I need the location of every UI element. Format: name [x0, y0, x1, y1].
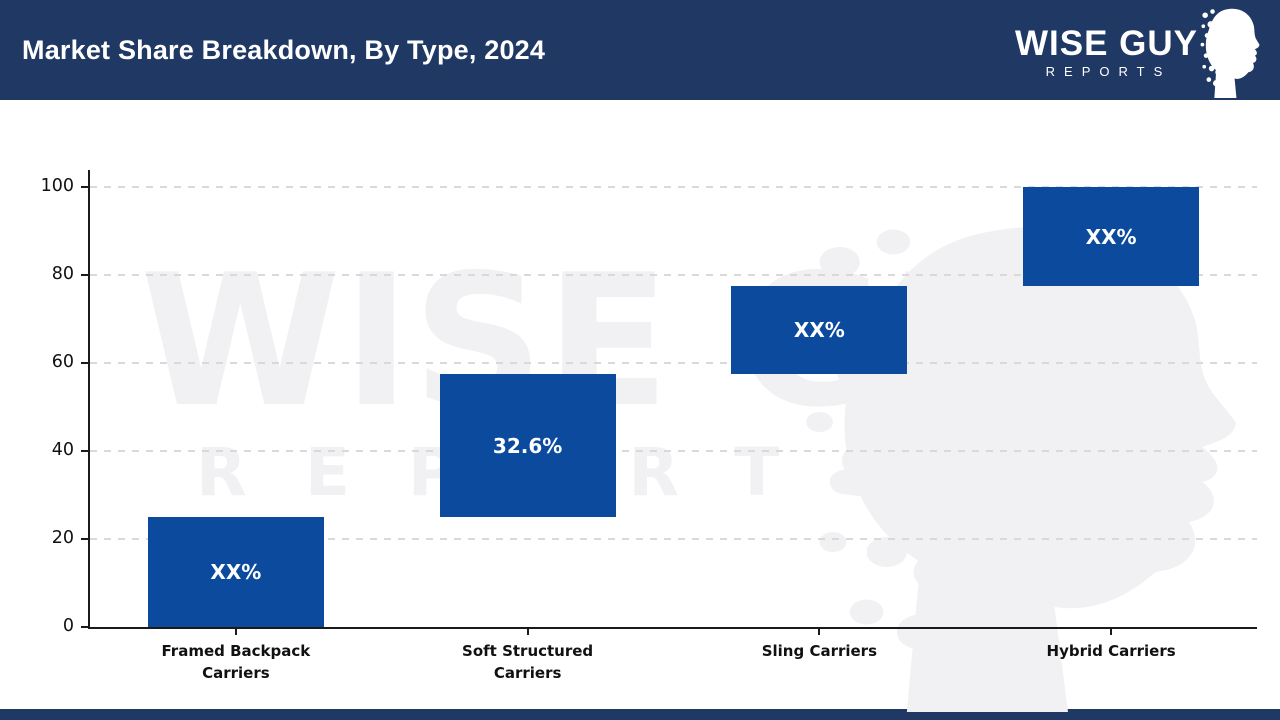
y-tick-mark [81, 362, 88, 364]
x-category-label: Framed Backpack Carriers [161, 642, 311, 682]
bar-sling-carriers: XX% [731, 286, 908, 374]
bar-soft-structured-carriers: 32.6% [439, 374, 616, 518]
gridline [90, 450, 1257, 452]
bar-hybrid-carriers: XX% [1023, 187, 1200, 286]
y-tick-mark [81, 538, 88, 540]
plot-area: 0 20 40 60 80 100 XX% Framed Backpack Carriers 3… [41, 170, 1257, 682]
bar-value-label: XX% [210, 560, 262, 585]
y-tick-label: 60 [51, 352, 74, 372]
gridline [90, 362, 1257, 364]
gridline [90, 186, 1257, 188]
x-category-label: Soft Structured Carriers [462, 642, 594, 682]
logo-wiseguy-label: WISE GUY [1014, 23, 1198, 63]
y-tick-label: 0 [62, 616, 74, 636]
y-tick-mark [81, 626, 88, 628]
bar-framed-backpack-carriers: XX% [147, 517, 324, 627]
bar-value-label: 32.6% [492, 433, 563, 458]
gridline [90, 274, 1257, 276]
x-tick-mark [526, 627, 529, 635]
gridline [90, 538, 1257, 540]
logo-text: WISE GUY REPORTS [1015, 26, 1198, 79]
y-tick-mark [81, 274, 88, 276]
bar-value-label: XX% [793, 318, 845, 342]
footer-bar [0, 709, 1280, 720]
x-category-label: Sling Carriers [761, 642, 878, 660]
y-tick-mark [81, 186, 88, 188]
y-tick-label: 40 [51, 440, 74, 460]
logo-face-icon [1194, 6, 1266, 98]
bar-value-label: XX% [1085, 224, 1137, 249]
x-tick-mark [818, 627, 821, 635]
y-tick-mark [81, 450, 88, 452]
header-bar: Market Share Breakdown, By Type, 2024 WI… [0, 0, 1280, 100]
x-category-label: Hybrid Carriers [1046, 642, 1176, 660]
y-tick-label: 20 [51, 528, 74, 548]
y-tick-label: 80 [51, 264, 74, 284]
y-tick-label: 100 [40, 176, 74, 196]
x-tick-mark [1110, 627, 1113, 635]
logo-reports-label: REPORTS [1045, 63, 1172, 79]
chart-title: Market Share Breakdown, By Type, 2024 [22, 34, 546, 65]
x-tick-mark [234, 627, 237, 635]
wiseguy-logo: WISE GUY REPORTS [1015, 6, 1266, 98]
